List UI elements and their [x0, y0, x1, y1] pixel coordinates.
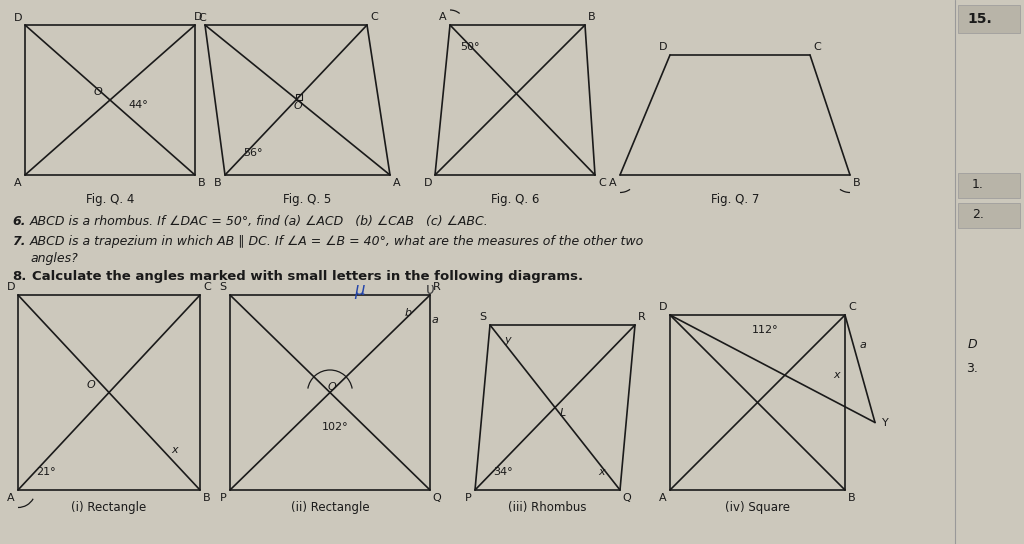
Text: 1.: 1. [972, 178, 984, 191]
Text: 34°: 34° [494, 467, 513, 477]
Text: Fig. Q. 6: Fig. Q. 6 [490, 194, 540, 207]
Text: S: S [219, 282, 226, 292]
Text: 6.: 6. [12, 215, 26, 228]
Text: Q: Q [623, 493, 632, 503]
Text: 102°: 102° [322, 423, 348, 432]
Text: B: B [203, 493, 211, 503]
Text: A: A [609, 178, 616, 188]
Text: A: A [7, 493, 14, 503]
Text: b: b [404, 308, 412, 318]
Text: D: D [424, 178, 432, 188]
Text: C: C [813, 42, 821, 52]
Text: A: A [659, 493, 667, 503]
Text: O: O [93, 87, 102, 97]
Text: D: D [194, 12, 203, 22]
FancyBboxPatch shape [958, 173, 1020, 198]
Text: D: D [658, 42, 668, 52]
Text: R: R [433, 282, 441, 292]
Text: A: A [14, 178, 22, 188]
Text: ABCD is a rhombus. If ∠DAC = 50°, find (a) ∠ACD   (b) ∠CAB   (c) ∠ABC.: ABCD is a rhombus. If ∠DAC = 50°, find (… [30, 215, 488, 228]
Text: C: C [848, 302, 856, 312]
Text: 44°: 44° [128, 100, 147, 110]
Text: D: D [7, 282, 15, 292]
Text: x: x [834, 370, 841, 380]
Text: C: C [598, 178, 606, 188]
Text: 112°: 112° [752, 325, 778, 335]
Text: C: C [203, 282, 211, 292]
Text: S: S [479, 312, 486, 322]
Text: L: L [560, 407, 566, 417]
Text: A: A [439, 12, 446, 22]
Text: a: a [431, 315, 438, 325]
Text: (iii) Rhombus: (iii) Rhombus [508, 502, 587, 515]
Text: Fig. Q. 7: Fig. Q. 7 [711, 194, 759, 207]
Text: a: a [859, 340, 866, 350]
Text: (iv) Square: (iv) Square [725, 502, 790, 515]
FancyBboxPatch shape [958, 203, 1020, 228]
Text: P: P [465, 493, 471, 503]
Text: B: B [853, 178, 861, 188]
Text: D: D [13, 13, 23, 23]
Text: (i) Rectangle: (i) Rectangle [72, 502, 146, 515]
Text: C: C [198, 13, 206, 23]
Text: Y: Y [882, 417, 889, 428]
Text: x: x [599, 467, 605, 477]
Text: angles?: angles? [30, 252, 78, 265]
Text: A: A [393, 178, 400, 188]
Text: O: O [328, 382, 336, 393]
Text: ABCD is a trapezium in which AB ∥ DC. If ∠A = ∠B = 40°, what are the measures of: ABCD is a trapezium in which AB ∥ DC. If… [30, 235, 644, 248]
FancyBboxPatch shape [958, 5, 1020, 33]
Text: 15.: 15. [968, 12, 992, 26]
Text: Calculate the angles marked with small letters in the following diagrams.: Calculate the angles marked with small l… [32, 270, 583, 283]
Text: O: O [87, 380, 95, 390]
Text: P: P [219, 493, 226, 503]
Text: 8.: 8. [12, 270, 27, 283]
Text: (ii) Rectangle: (ii) Rectangle [291, 502, 370, 515]
Text: Fig. Q. 4: Fig. Q. 4 [86, 194, 134, 207]
Text: O: O [294, 101, 302, 111]
Text: 56°: 56° [244, 148, 263, 158]
Text: μ: μ [354, 281, 366, 299]
Text: B: B [214, 178, 222, 188]
Text: D: D [968, 338, 977, 351]
Text: x: x [172, 445, 178, 455]
Text: D: D [658, 302, 668, 312]
Text: C: C [370, 12, 378, 22]
Text: y: y [505, 335, 511, 345]
Text: 50°: 50° [460, 42, 480, 52]
Text: 7.: 7. [12, 235, 26, 248]
Text: B: B [848, 493, 856, 503]
Text: 2.: 2. [972, 208, 984, 221]
Text: 3.: 3. [966, 362, 978, 374]
Text: Q: Q [432, 493, 441, 503]
Text: B: B [199, 178, 206, 188]
Text: R: R [638, 312, 646, 322]
Text: B: B [588, 12, 596, 22]
Text: Fig. Q. 5: Fig. Q. 5 [284, 194, 332, 207]
Text: 21°: 21° [36, 467, 56, 477]
Text: υ: υ [426, 282, 434, 298]
